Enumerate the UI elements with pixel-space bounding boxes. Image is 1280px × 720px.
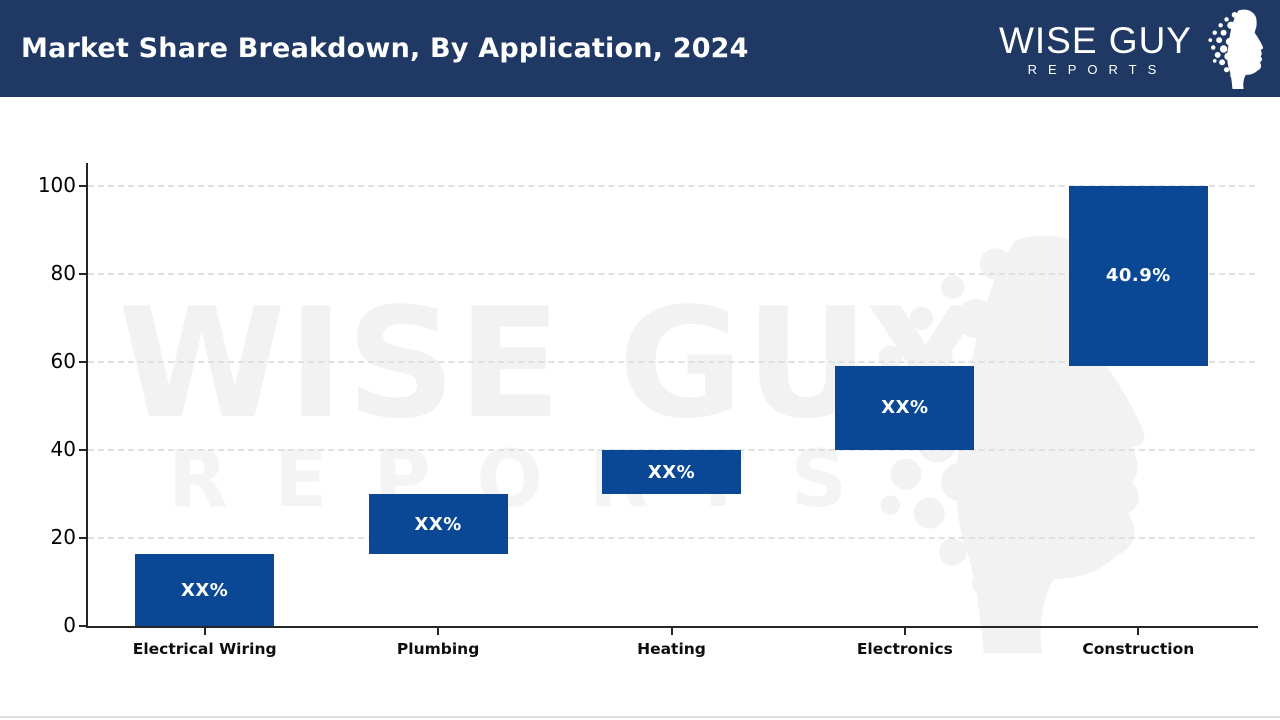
gridline-60 (88, 361, 1255, 363)
y-tick-label-40: 40 (50, 437, 76, 461)
x-tick-label-plumbing: Plumbing (396, 640, 480, 658)
head-profile-icon (1208, 9, 1264, 89)
x-tick-plumbing (437, 628, 440, 635)
x-tick-heating (670, 628, 673, 635)
y-tick-label-100: 100 (37, 173, 76, 197)
brand-logo-text: WISE GUY REPORTS (999, 22, 1192, 76)
footer-divider (0, 716, 1280, 718)
brand-logo: WISE GUY REPORTS (999, 7, 1280, 91)
bar-heating: XX% (602, 450, 741, 494)
bar-electronics: XX% (835, 365, 975, 450)
y-tick-100 (79, 185, 87, 187)
gridline-20 (88, 537, 1255, 539)
bar-value-label: XX% (414, 513, 462, 535)
plot-region: XX% XX% XX% XX% 40.9% (88, 185, 1255, 626)
bar-electrical-wiring: XX% (135, 554, 275, 626)
y-tick-0 (79, 625, 87, 627)
y-tick-80 (79, 273, 87, 275)
y-tick-60 (79, 361, 87, 363)
x-axis-spine (86, 626, 1258, 628)
x-tick-label-electrical-wiring: Electrical Wiring (132, 640, 277, 658)
y-tick-40 (79, 449, 87, 451)
bar-plumbing: XX% (368, 494, 508, 555)
x-tick-construction (1137, 628, 1140, 635)
bar-construction: 40.9% (1068, 186, 1208, 366)
gridline-100 (88, 185, 1255, 187)
header-bar: Market Share Breakdown, By Application, … (0, 0, 1280, 97)
brand-subtitle: REPORTS (1027, 61, 1168, 77)
y-tick-label-0: 0 (63, 613, 76, 637)
bar-value-label: XX% (881, 397, 929, 419)
bar-value-label: XX% (647, 461, 696, 483)
x-tick-label-electronics: Electronics (856, 640, 953, 658)
x-tick-label-heating: Heating (637, 640, 706, 658)
y-tick-20 (79, 537, 87, 539)
y-tick-label-80: 80 (50, 261, 76, 285)
bar-value-label: 40.9% (1105, 265, 1171, 287)
y-axis-spine (86, 163, 88, 628)
y-tick-label-20: 20 (50, 525, 76, 549)
chart-area: WISE GUY REPORTS XX% XX% XX% XX% 40.9% 0 20 40… (0, 97, 1280, 717)
brand-name: WISE GUY (998, 19, 1192, 61)
x-tick-electronics (903, 628, 906, 635)
gridline-80 (88, 273, 1255, 275)
x-tick-label-construction: Construction (1082, 640, 1195, 658)
page-title: Market Share Breakdown, By Application, … (21, 33, 749, 64)
x-tick-electrical-wiring (203, 628, 206, 635)
y-tick-label-60: 60 (50, 349, 76, 373)
bar-value-label: XX% (181, 579, 229, 601)
